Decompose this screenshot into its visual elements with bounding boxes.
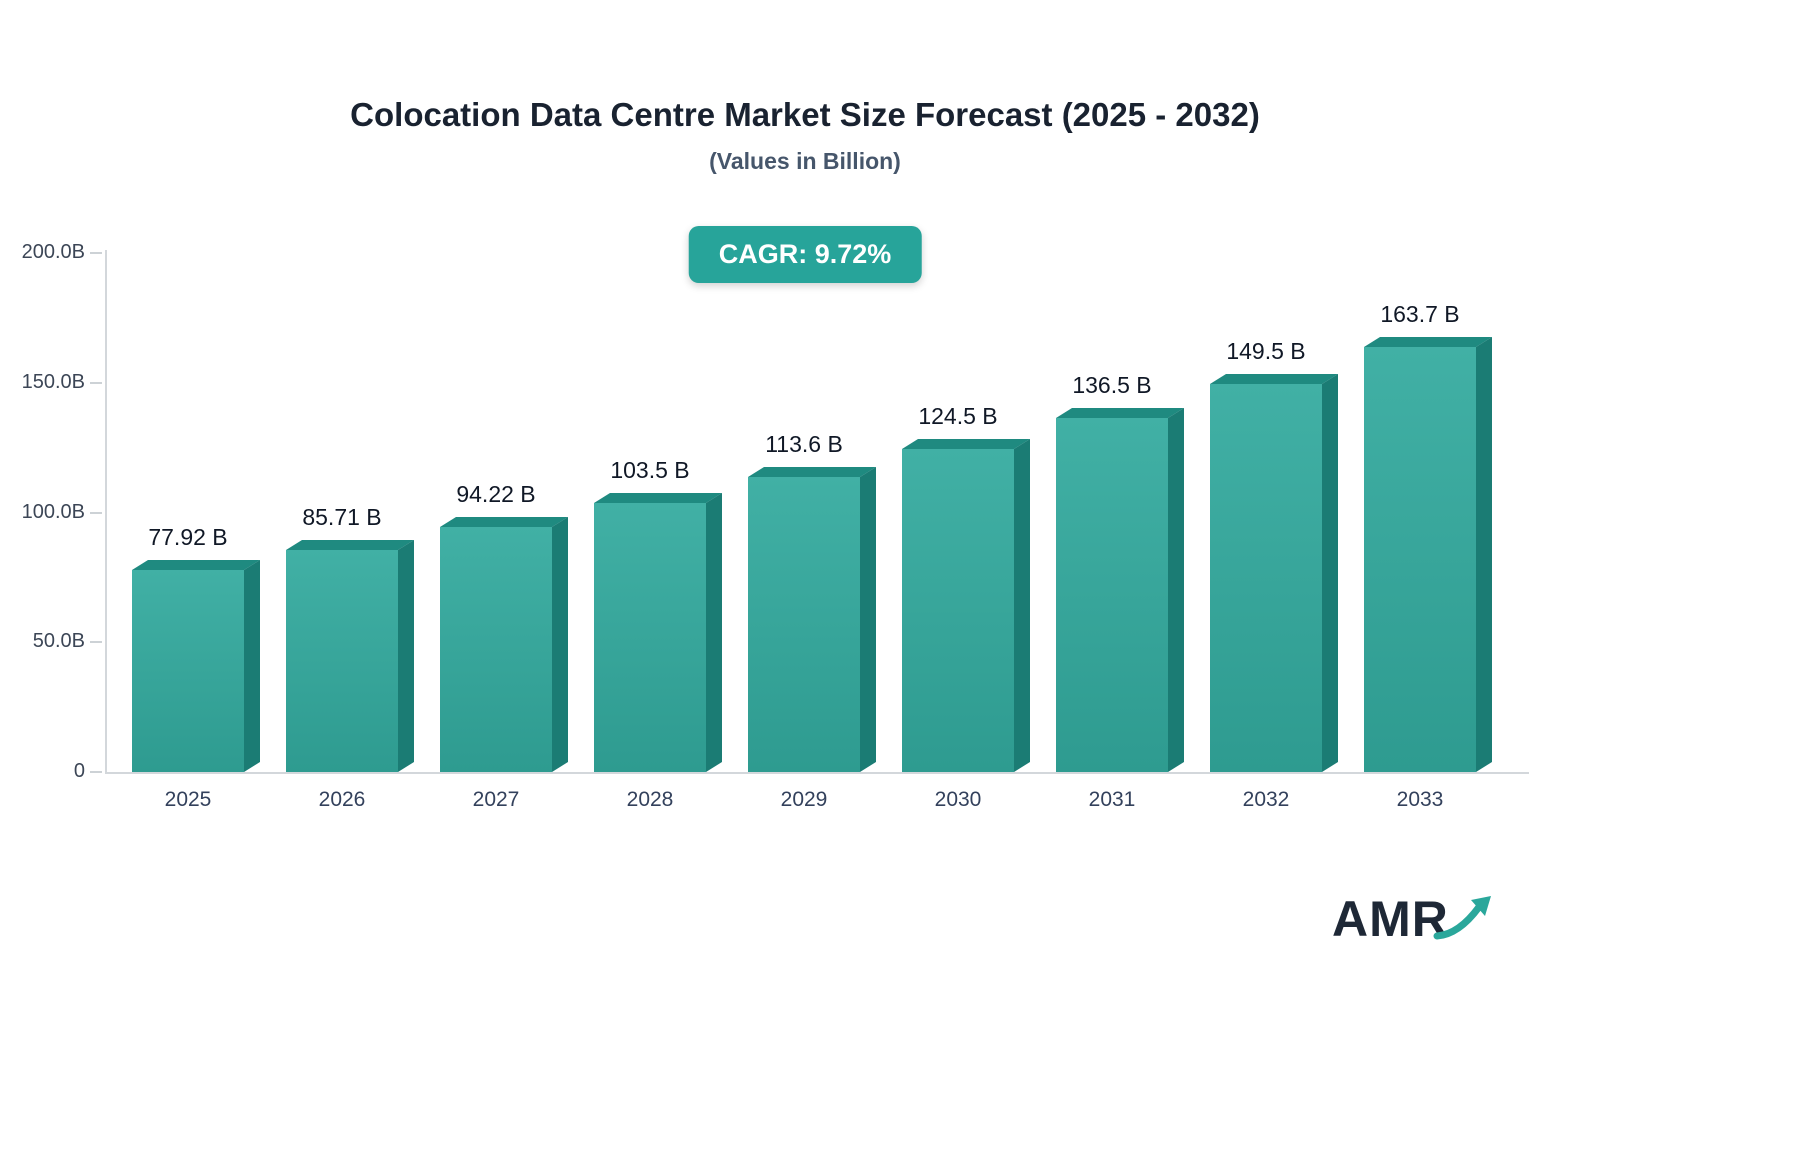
bar: 103.5 B (594, 457, 722, 772)
bar-side-face (1014, 439, 1030, 772)
y-tick-label: 0 (73, 760, 85, 782)
growth-arrow-icon (1433, 896, 1491, 940)
bar-top-face (1210, 374, 1338, 384)
y-axis (105, 250, 107, 774)
bar-top-face (1364, 337, 1492, 347)
bar-value-label: 85.71 B (302, 504, 382, 530)
x-tick-label: 2025 (164, 788, 212, 811)
bar-side-face (1322, 374, 1338, 772)
y-tick-label: 50.0B (32, 630, 85, 653)
bar: 149.5 B (1210, 338, 1338, 772)
bar-front-face (440, 527, 552, 772)
bar: 136.5 B (1056, 372, 1184, 772)
bar-front-face (286, 550, 398, 772)
x-tick-label: 2026 (318, 788, 366, 811)
x-axis-baseline (105, 772, 1529, 774)
bar-top-face (132, 560, 260, 570)
bar-value-label: 103.5 B (610, 457, 690, 483)
y-tick-mark (90, 771, 102, 773)
amr-logo-text: AMR (1332, 891, 1449, 947)
bar-value-label: 113.6 B (765, 431, 843, 457)
bar-side-face (1168, 408, 1184, 772)
bar-top-face (440, 517, 568, 527)
bar: 77.92 B (132, 524, 260, 772)
x-tick-label: 2031 (1088, 788, 1136, 811)
x-tick-label: 2029 (780, 788, 828, 811)
bar-front-face (1056, 418, 1168, 772)
bar-top-face (286, 540, 414, 550)
bar: 85.71 B (286, 504, 414, 772)
bar-front-face (902, 449, 1014, 772)
bar-front-face (748, 477, 860, 772)
y-tick-label: 100.0B (21, 500, 85, 523)
bar-front-face (1210, 384, 1322, 772)
bar-side-face (552, 517, 568, 772)
chart-title: Colocation Data Centre Market Size Forec… (350, 96, 1260, 133)
x-tick-label: 2033 (1396, 788, 1444, 811)
amr-logo: AMR (1332, 894, 1495, 944)
bar-top-face (748, 467, 876, 477)
bar-side-face (398, 540, 414, 772)
bar: 163.7 B (1364, 301, 1492, 772)
bar-value-label: 94.22 B (456, 481, 536, 507)
bar-side-face (706, 493, 722, 772)
y-tick-mark (90, 381, 102, 384)
bar-front-face (132, 570, 244, 772)
bar: 113.6 B (748, 431, 876, 772)
bar-top-face (594, 493, 722, 503)
bar-side-face (244, 560, 260, 772)
x-tick-label: 2028 (626, 788, 674, 811)
y-tick-label: 150.0B (21, 370, 85, 393)
y-tick-mark (90, 511, 102, 514)
y-tick-mark (90, 252, 102, 254)
bar-side-face (1476, 337, 1492, 772)
x-tick-label: 2027 (472, 788, 520, 811)
bar-front-face (594, 503, 706, 772)
cagr-badge: CAGR: 9.72% (688, 226, 922, 283)
bar: 124.5 B (902, 403, 1030, 772)
bar-value-label: 124.5 B (918, 403, 998, 429)
bar-value-label: 163.7 B (1380, 301, 1460, 327)
bar-top-face (1056, 408, 1184, 418)
bar-value-label: 77.92 B (148, 524, 228, 550)
x-tick-label: 2030 (934, 788, 982, 811)
y-tick-label: 200.0B (21, 241, 85, 263)
bar-value-label: 136.5 B (1072, 372, 1152, 398)
y-tick-mark (90, 641, 102, 644)
chart-subtitle: (Values in Billion) (709, 148, 901, 174)
bar-top-face (902, 439, 1030, 449)
bar-side-face (860, 467, 876, 772)
bar: 94.22 B (440, 481, 568, 772)
x-tick-label: 2032 (1242, 788, 1290, 811)
bar-value-label: 149.5 B (1226, 338, 1306, 364)
bar-front-face (1364, 347, 1476, 772)
